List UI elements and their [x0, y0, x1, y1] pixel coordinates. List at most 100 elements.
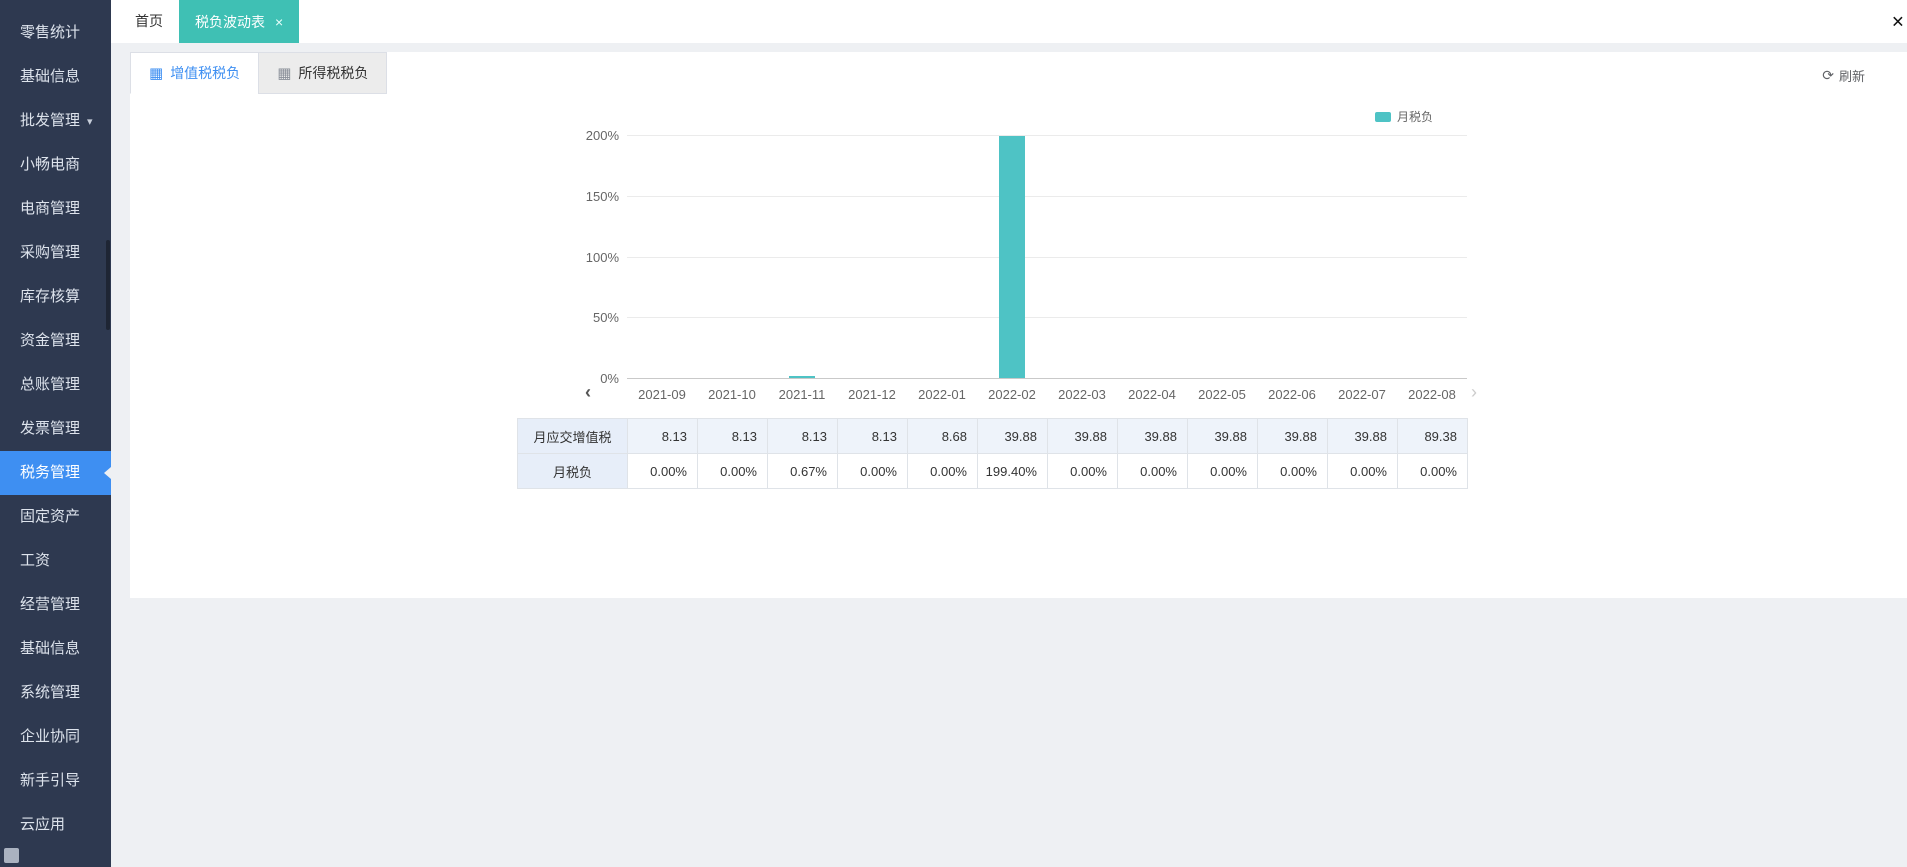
table-cell: 0.00%: [1188, 454, 1258, 489]
x-axis-label: 2022-03: [1058, 387, 1106, 402]
sidebar-item-0[interactable]: 零售统计: [0, 11, 111, 55]
x-axis-label: 2022-06: [1268, 387, 1316, 402]
sidebar-bottom-icon[interactable]: [4, 848, 19, 863]
sidebar-item-9[interactable]: 发票管理: [0, 407, 111, 451]
sidebar-item-label: 企业协同: [20, 728, 81, 745]
y-axis-tick-label: 100%: [585, 249, 619, 265]
tax-table: 月应交增值税 8.13 8.13 8.13 8.13 8.68 39.88 39.88 39.8…: [517, 418, 1468, 489]
sidebar-item-15[interactable]: 系统管理: [0, 671, 111, 715]
table-cell: 0.00%: [1258, 454, 1328, 489]
sidebar-item-3[interactable]: 小畅电商: [0, 143, 111, 187]
legend-label: 月税负: [1397, 110, 1434, 124]
table-cell: 0.00%: [1118, 454, 1188, 489]
x-axis-label: 2021-10: [708, 387, 756, 402]
sidebar-item-label: 电商管理: [20, 200, 81, 217]
table-cell: 39.88: [1328, 419, 1398, 454]
sidebar-item-label: 采购管理: [20, 244, 81, 261]
tab-income-tax-burden[interactable]: ▦ 所得税税负: [258, 52, 388, 94]
report-tabs: ▦ 增值税税负 ▦ 所得税税负: [130, 52, 1907, 94]
income-report-icon: ▦: [277, 64, 292, 82]
refresh-label: 刷新: [1838, 69, 1865, 84]
sidebar-item-13[interactable]: 经营管理: [0, 583, 111, 627]
x-axis-label: 2022-08: [1408, 387, 1456, 402]
x-axis-label: 2022-02: [988, 387, 1036, 402]
table-row-label: 月税负: [518, 454, 628, 489]
sidebar-item-5[interactable]: 采购管理: [0, 231, 111, 275]
x-axis-label: 2021-12: [848, 387, 896, 402]
caret-down-icon: ▾: [87, 116, 93, 128]
vat-report-icon: ▦: [149, 64, 164, 82]
tab-close-icon[interactable]: ×: [275, 13, 284, 30]
tab-vat-tax-burden[interactable]: ▦ 增值税税负: [130, 52, 260, 94]
chart-next-arrow[interactable]: ›: [1471, 382, 1477, 402]
sidebar-item-label: 库存核算: [20, 288, 81, 305]
table-cell: 0.00%: [1328, 454, 1398, 489]
sidebar-item-label: 总账管理: [20, 376, 81, 393]
refresh-icon: ⟳: [1822, 67, 1834, 83]
table-cell: 39.88: [1118, 419, 1188, 454]
table-cell: 0.00%: [1398, 454, 1468, 489]
window-close-icon[interactable]: ×: [1891, 10, 1904, 33]
sidebar-menu: 零售统计 基础信息 批发管理 ▾ 小畅电商 电商管理 采购管理 库存核算 资金管理 总账管理 发票管…: [0, 0, 111, 847]
y-axis-tick-label: 0%: [600, 371, 619, 386]
sidebar-item-16[interactable]: 企业协同: [0, 715, 111, 759]
refresh-button[interactable]: ⟳ 刷新: [1822, 66, 1865, 85]
x-axis-label: 2022-04: [1128, 387, 1176, 402]
sidebar-item-12[interactable]: 工资: [0, 539, 111, 583]
sidebar-scrollbar[interactable]: [106, 240, 110, 330]
sidebar-item-label: 发票管理: [20, 420, 81, 437]
sidebar-item-11[interactable]: 固定资产: [0, 495, 111, 539]
chart-gridline: [627, 317, 1467, 319]
sidebar-item-1[interactable]: 基础信息: [0, 55, 111, 99]
table-cell: 0.00%: [908, 454, 978, 489]
tab-vat-label: 增值税税负: [170, 65, 241, 81]
chart-gridline: [627, 135, 1467, 136]
table-row-label: 月应交增值税: [518, 419, 628, 454]
sidebar-item-label: 基础信息: [20, 68, 81, 85]
table-cell: 39.88: [1048, 419, 1118, 454]
x-axis-label: 2022-01: [918, 387, 966, 402]
sidebar-item-14[interactable]: 基础信息: [0, 627, 111, 671]
table-cell: 8.13: [838, 419, 908, 454]
bar-2022-02: [999, 135, 1025, 378]
sidebar-item-2[interactable]: 批发管理 ▾: [0, 99, 111, 143]
legend-swatch: [1375, 111, 1391, 122]
sidebar-item-label: 资金管理: [20, 332, 81, 349]
x-axis-label: 2022-05: [1198, 387, 1246, 402]
table-cell: 8.13: [768, 419, 838, 454]
sidebar-item-label: 经营管理: [20, 596, 81, 613]
sidebar-item-label: 零售统计: [20, 24, 81, 41]
content-panel: ▦ 增值税税负 ▦ 所得税税负 ⟳ 刷新 月税负 0% 50% 100% 150% 20…: [130, 52, 1907, 598]
table-cell: 0.00%: [698, 454, 768, 489]
sidebar-item-label: 新手引导: [20, 772, 81, 789]
sidebar-item-label: 云应用: [20, 816, 66, 833]
sidebar: 零售统计 基础信息 批发管理 ▾ 小畅电商 电商管理 采购管理 库存核算 资金管理 总账管理 发票管…: [0, 0, 111, 867]
sidebar-item-label: 固定资产: [20, 508, 81, 525]
table-cell: 39.88: [1258, 419, 1328, 454]
sidebar-item-10[interactable]: 税务管理: [0, 451, 111, 495]
table-cell: 89.38: [1398, 419, 1468, 454]
sidebar-item-18[interactable]: 云应用: [0, 803, 111, 847]
table-cell: 8.68: [908, 419, 978, 454]
tab-home[interactable]: 首页: [135, 13, 163, 29]
top-tab-bar: 首页 税负波动表 × ×: [111, 0, 1907, 43]
chart-legend: 月税负: [1375, 108, 1433, 125]
y-axis-tick-label: 50%: [592, 310, 619, 326]
x-axis-label: 2021-09: [638, 387, 686, 402]
sidebar-item-8[interactable]: 总账管理: [0, 363, 111, 407]
chart-prev-arrow[interactable]: ‹: [585, 382, 591, 402]
sidebar-item-7[interactable]: 资金管理: [0, 319, 111, 363]
sidebar-item-17[interactable]: 新手引导: [0, 759, 111, 803]
sidebar-item-label: 税务管理: [20, 464, 81, 481]
tab-tax-fluctuation[interactable]: 税负波动表 ×: [179, 0, 300, 43]
table-cell: 39.88: [1188, 419, 1258, 454]
sidebar-item-6[interactable]: 库存核算: [0, 275, 111, 319]
table-cell: 8.13: [628, 419, 698, 454]
table-cell: 0.67%: [768, 454, 838, 489]
table-cell: 0.00%: [1048, 454, 1118, 489]
sidebar-item-label: 工资: [20, 552, 51, 569]
x-axis-label: 2021-11: [778, 387, 826, 402]
y-axis-tick-label: 200%: [585, 128, 619, 143]
sidebar-item-4[interactable]: 电商管理: [0, 187, 111, 231]
chart-gridline: [627, 378, 1467, 379]
